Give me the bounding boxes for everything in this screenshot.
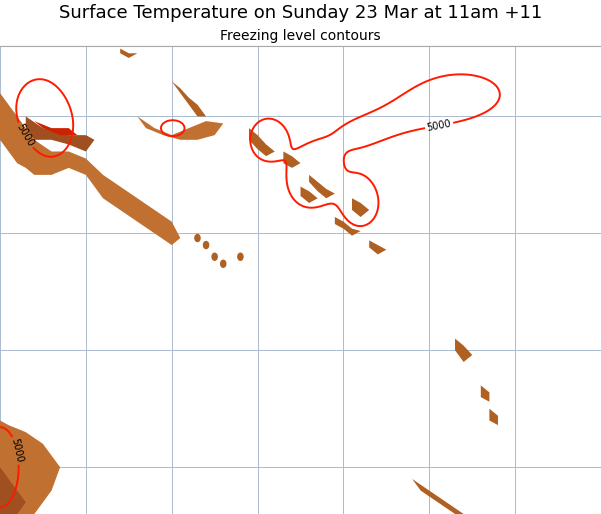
Circle shape <box>212 253 217 260</box>
Text: 5000: 5000 <box>426 118 452 133</box>
Polygon shape <box>172 81 206 116</box>
Circle shape <box>238 253 243 260</box>
Text: Surface Temperature on Sunday 23 Mar at 11am +11: Surface Temperature on Sunday 23 Mar at … <box>59 4 542 22</box>
Polygon shape <box>0 93 180 245</box>
Text: 5000: 5000 <box>14 122 35 149</box>
Polygon shape <box>412 479 463 514</box>
Polygon shape <box>335 217 361 236</box>
Circle shape <box>195 234 200 242</box>
Polygon shape <box>352 198 369 217</box>
Polygon shape <box>481 386 489 402</box>
Text: Freezing level contours: Freezing level contours <box>220 29 381 43</box>
Polygon shape <box>249 128 275 156</box>
Polygon shape <box>0 467 26 514</box>
Circle shape <box>221 260 226 267</box>
Polygon shape <box>26 116 94 152</box>
Polygon shape <box>455 339 472 362</box>
Polygon shape <box>300 187 318 203</box>
Polygon shape <box>120 49 138 58</box>
Polygon shape <box>283 152 300 168</box>
Polygon shape <box>369 241 386 254</box>
Polygon shape <box>309 175 335 198</box>
Text: 5000: 5000 <box>10 437 25 464</box>
Circle shape <box>204 242 209 249</box>
Polygon shape <box>34 121 78 135</box>
Polygon shape <box>0 420 60 514</box>
Polygon shape <box>138 116 223 140</box>
Polygon shape <box>489 409 498 425</box>
